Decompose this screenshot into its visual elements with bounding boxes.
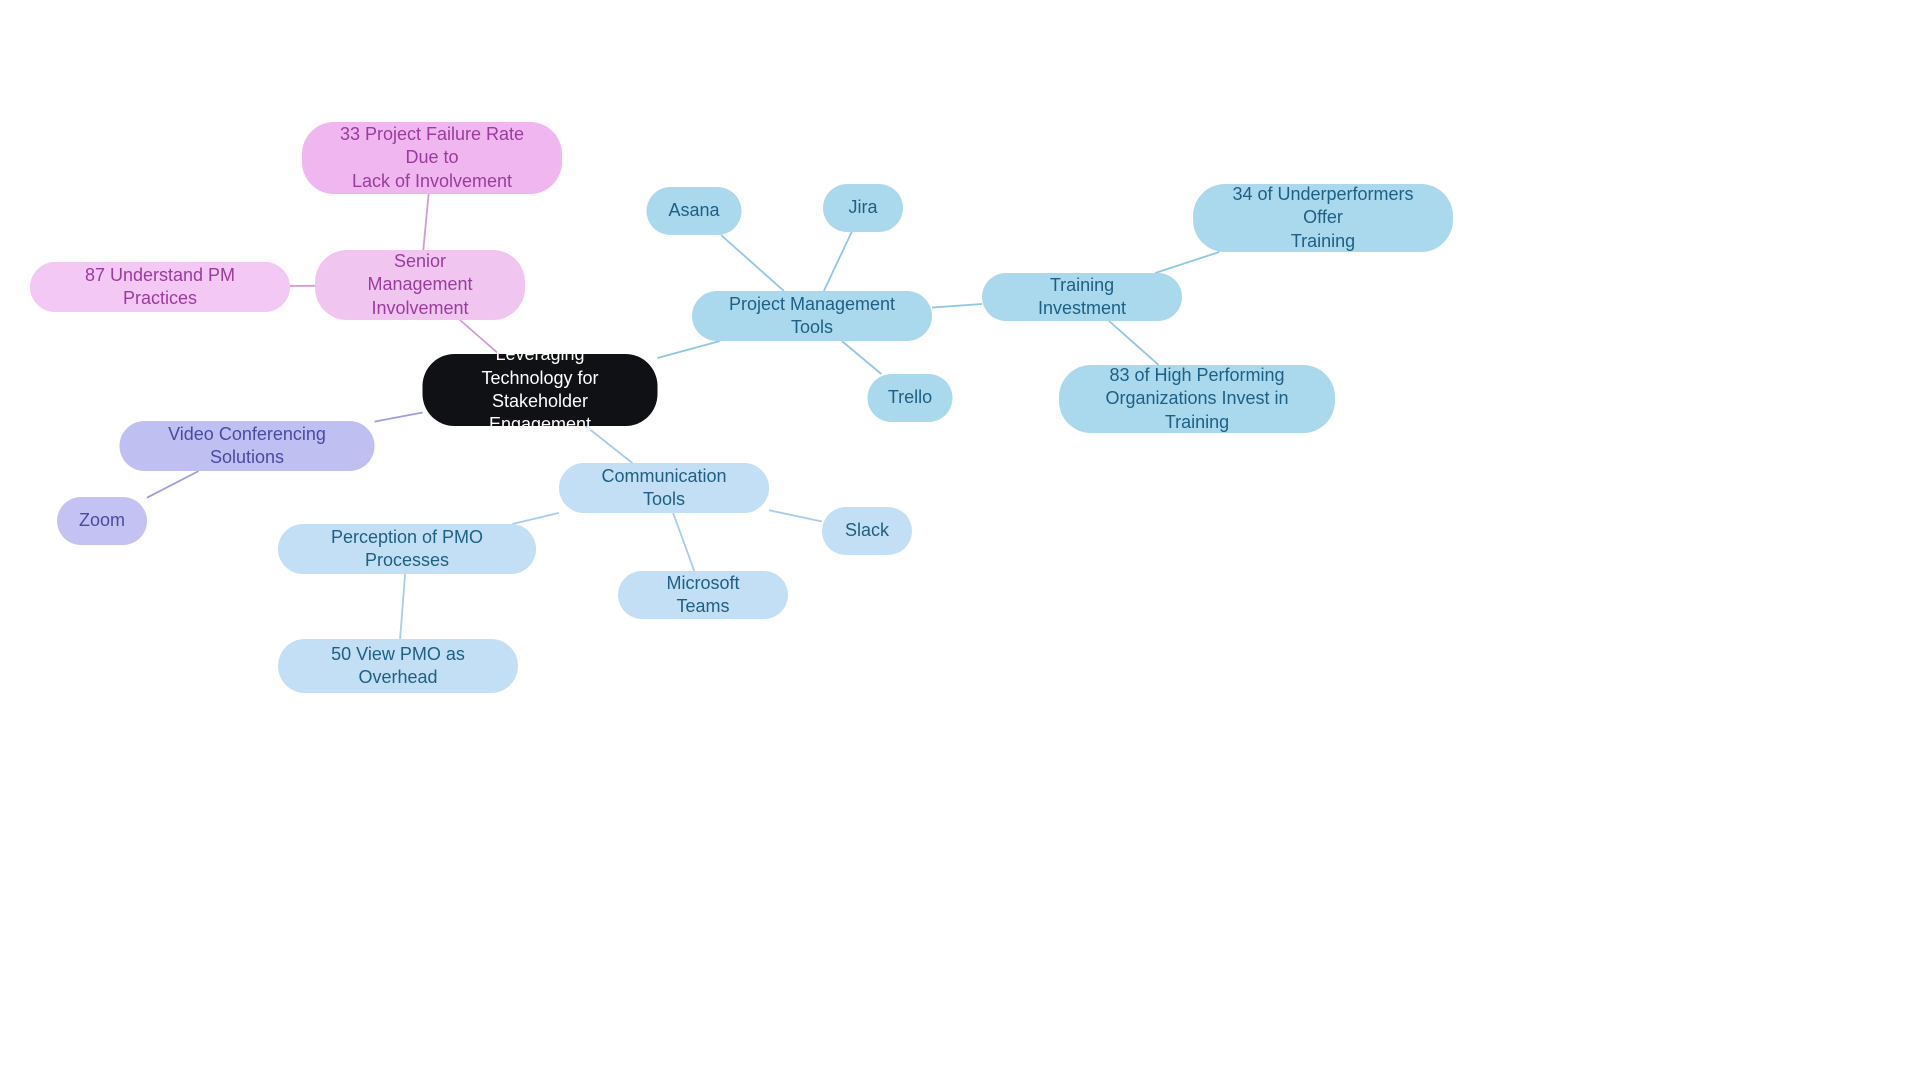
edge-comm-pmo: [512, 513, 559, 524]
node-asana: Asana: [647, 187, 742, 235]
node-understand: 87 Understand PM Practices: [30, 262, 290, 312]
edge-pmo-pmo50: [400, 574, 405, 639]
node-high83: 83 of High PerformingOrganizations Inves…: [1059, 365, 1335, 433]
edge-pm-training: [932, 304, 982, 308]
node-video: Video Conferencing Solutions: [120, 421, 375, 471]
node-trello: Trello: [868, 374, 953, 422]
node-jira: Jira: [823, 184, 903, 232]
node-comm: Communication Tools: [559, 463, 769, 513]
node-teams: Microsoft Teams: [618, 571, 788, 619]
edge-root-video: [375, 412, 423, 421]
edge-pm-trello: [842, 341, 881, 374]
edge-comm-teams: [673, 513, 694, 571]
node-pmo50: 50 View PMO as Overhead: [278, 639, 518, 693]
edge-pm-jira: [824, 232, 852, 291]
edge-root-pm: [658, 341, 721, 358]
node-under34: 34 of Underperformers OfferTraining: [1193, 184, 1453, 252]
edge-comm-slack: [769, 510, 822, 521]
edge-pm-asana: [721, 235, 784, 291]
node-pm: Project Management Tools: [692, 291, 932, 341]
node-training: Training Investment: [982, 273, 1182, 321]
node-failure: 33 Project Failure Rate Due toLack of In…: [302, 122, 562, 194]
node-zoom: Zoom: [57, 497, 147, 545]
edge-training-high83: [1109, 321, 1159, 365]
node-senior: Senior ManagementInvolvement: [315, 250, 525, 320]
node-slack: Slack: [822, 507, 912, 555]
mindmap-canvas: Leveraging Technology forStakeholder Eng…: [0, 0, 1920, 1083]
edge-senior-failure: [423, 194, 428, 250]
root-node: Leveraging Technology forStakeholder Eng…: [423, 354, 658, 426]
edge-training-under34: [1155, 252, 1219, 273]
edge-video-zoom: [147, 471, 199, 498]
node-pmo: Perception of PMO Processes: [278, 524, 536, 574]
